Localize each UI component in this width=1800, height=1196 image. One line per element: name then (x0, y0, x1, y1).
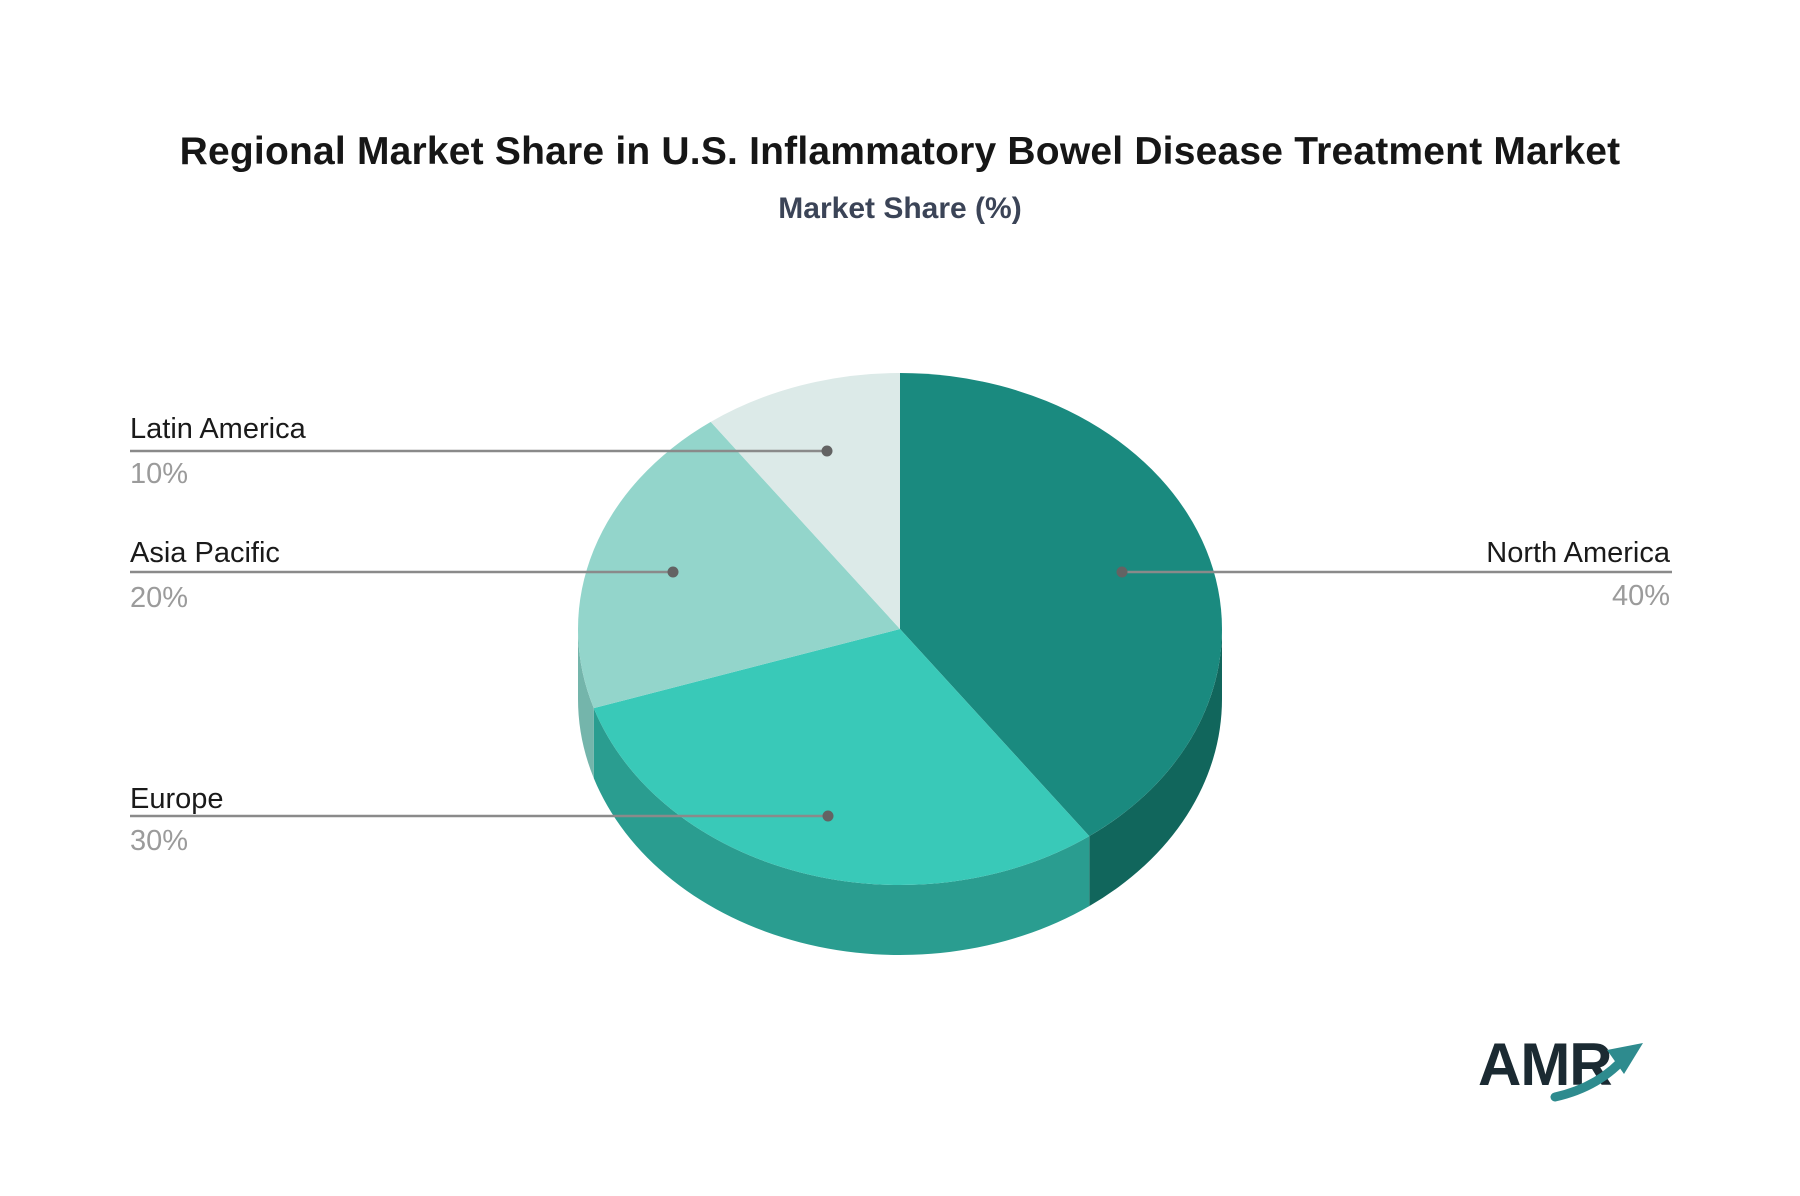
pie-slice-side-north-america (1089, 629, 1222, 907)
pie-slice-latin-america (710, 373, 900, 629)
slice-percent-north-america: 40% (1611, 580, 1670, 612)
leader-dot-north-america (1116, 566, 1128, 578)
leader-dot-europe (822, 810, 834, 822)
slice-label-latin-america: Latin America (130, 413, 306, 445)
leader-dot-asia-pacific (667, 566, 679, 578)
amr-logo-arrow-icon (1550, 1043, 1643, 1102)
slice-percent-asia-pacific: 20% (130, 582, 189, 614)
slice-label-north-america: North America (1486, 537, 1670, 569)
pie-slice-side-asia-pacific (578, 629, 594, 779)
pie-slice-side-europe (593, 708, 1090, 955)
chart-title: Regional Market Share in U.S. Inflammato… (179, 130, 1621, 173)
slice-label-europe: Europe (130, 783, 224, 815)
leader-dot-latin-america (821, 445, 833, 457)
slice-percent-europe: 30% (130, 825, 189, 857)
pie-slice-north-america (900, 373, 1222, 837)
pie-slice-asia-pacific (578, 421, 900, 709)
slice-percent-latin-america: 10% (130, 458, 189, 490)
chart-subtitle: Market Share (%) (778, 192, 1022, 225)
pie-slice-europe (593, 629, 1090, 885)
slice-label-asia-pacific: Asia Pacific (130, 537, 280, 569)
